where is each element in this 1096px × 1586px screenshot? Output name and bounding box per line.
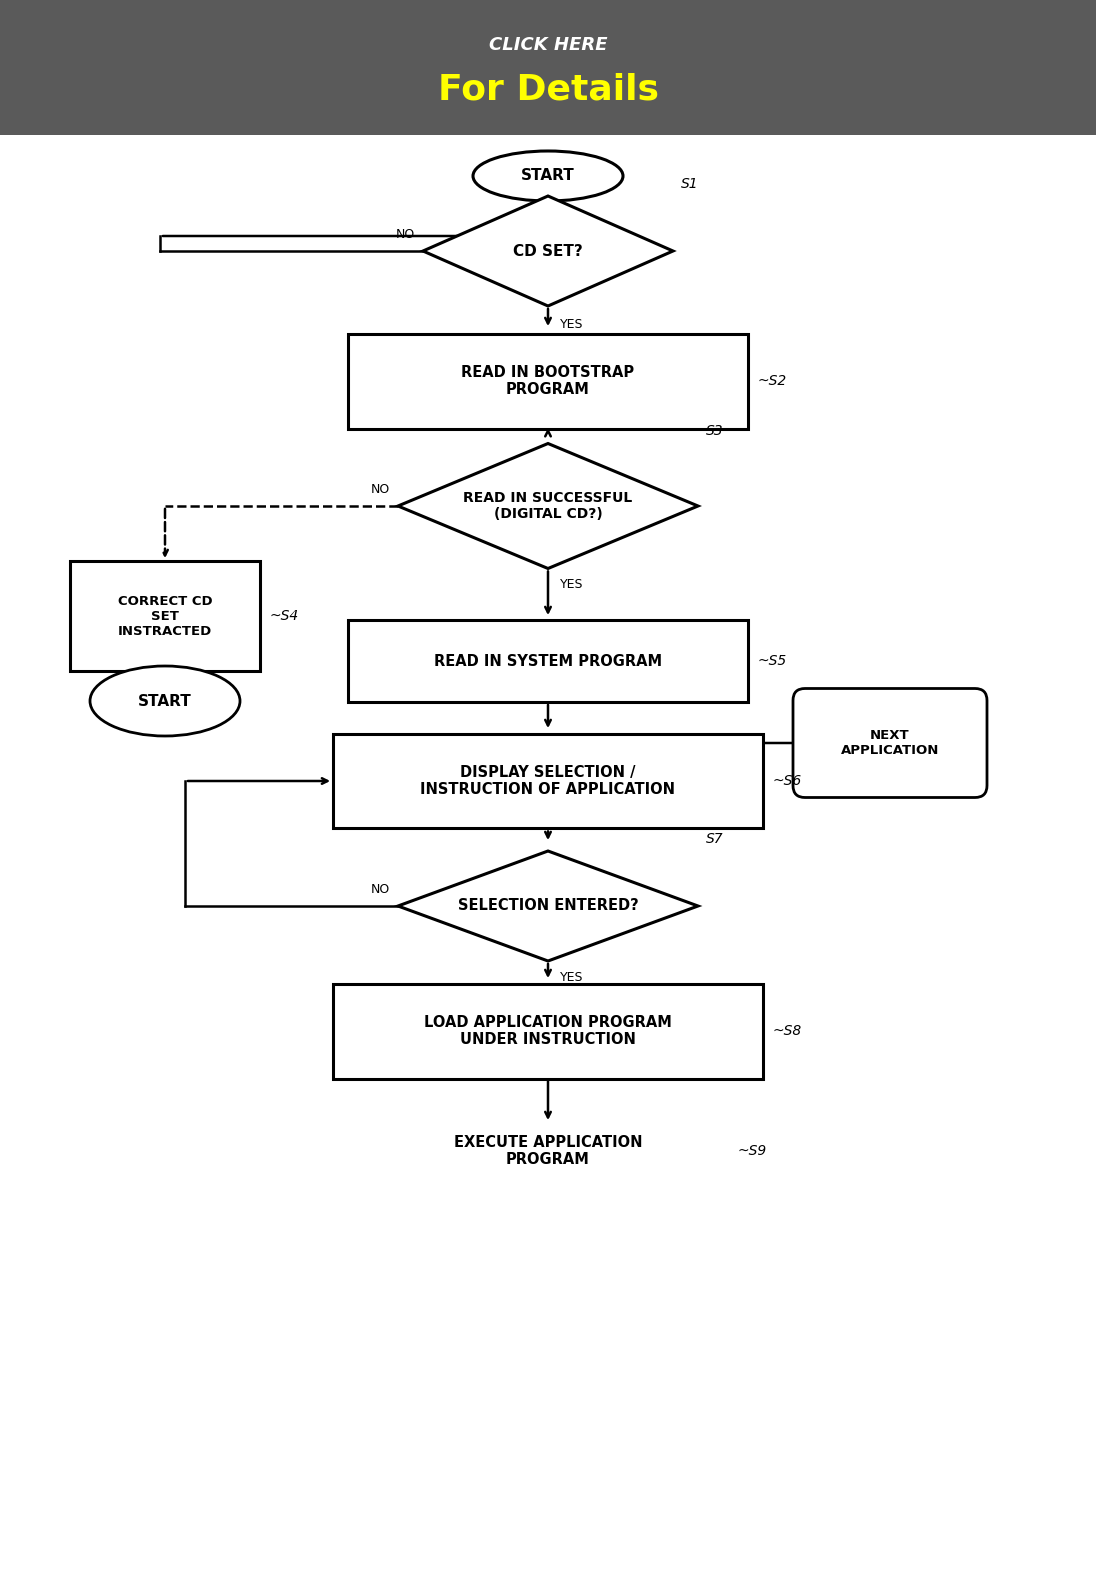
Text: READ IN BOOTSTRAP
PROGRAM: READ IN BOOTSTRAP PROGRAM [461, 365, 635, 396]
Text: NEXT
APPLICATION: NEXT APPLICATION [841, 730, 939, 757]
Bar [70, 561, 260, 671]
Text: ~S8: ~S8 [773, 1025, 802, 1037]
Text: For Details: For Details [437, 73, 659, 106]
Bar [349, 333, 747, 428]
Text: ~S5: ~S5 [758, 653, 787, 668]
Text: ~S4: ~S4 [270, 609, 299, 623]
Bar [333, 983, 763, 1078]
Text: ~S9: ~S9 [738, 1144, 767, 1158]
Text: EXECUTE APPLICATION
PROGRAM: EXECUTE APPLICATION PROGRAM [454, 1136, 642, 1167]
Text: CORRECT CD
SET
INSTRACTED: CORRECT CD SET INSTRACTED [117, 595, 213, 638]
Text: YES: YES [560, 971, 583, 983]
Ellipse shape [473, 151, 623, 201]
Text: NO: NO [370, 484, 390, 496]
Bar [0, 0, 1096, 135]
Text: S7: S7 [706, 833, 723, 845]
Text: LOAD APPLICATION PROGRAM
UNDER INSTRUCTION: LOAD APPLICATION PROGRAM UNDER INSTRUCTI… [424, 1015, 672, 1047]
Ellipse shape [90, 666, 240, 736]
Text: NO: NO [370, 883, 390, 896]
Text: START: START [521, 168, 575, 184]
FancyBboxPatch shape [794, 688, 987, 798]
Text: S1: S1 [681, 178, 698, 190]
Text: SELECTION ENTERED?: SELECTION ENTERED? [458, 899, 638, 914]
Text: READ IN SYSTEM PROGRAM: READ IN SYSTEM PROGRAM [434, 653, 662, 669]
Bar [349, 620, 747, 703]
Text: START: START [138, 693, 192, 709]
Text: CD SET?: CD SET? [513, 244, 583, 259]
Text: S3: S3 [706, 425, 723, 438]
Text: ~S6: ~S6 [773, 774, 802, 788]
Text: NO: NO [396, 228, 415, 241]
Polygon shape [398, 852, 698, 961]
Polygon shape [423, 197, 673, 306]
Text: YES: YES [560, 579, 583, 592]
Bar [333, 733, 763, 828]
Text: ~S2: ~S2 [758, 374, 787, 389]
Text: READ IN SUCCESSFUL
(DIGITAL CD?): READ IN SUCCESSFUL (DIGITAL CD?) [464, 492, 632, 522]
Text: YES: YES [560, 319, 583, 331]
Text: DISPLAY SELECTION /
INSTRUCTION OF APPLICATION: DISPLAY SELECTION / INSTRUCTION OF APPLI… [421, 764, 675, 798]
Text: CLICK HERE: CLICK HERE [489, 36, 607, 54]
Polygon shape [398, 444, 698, 568]
